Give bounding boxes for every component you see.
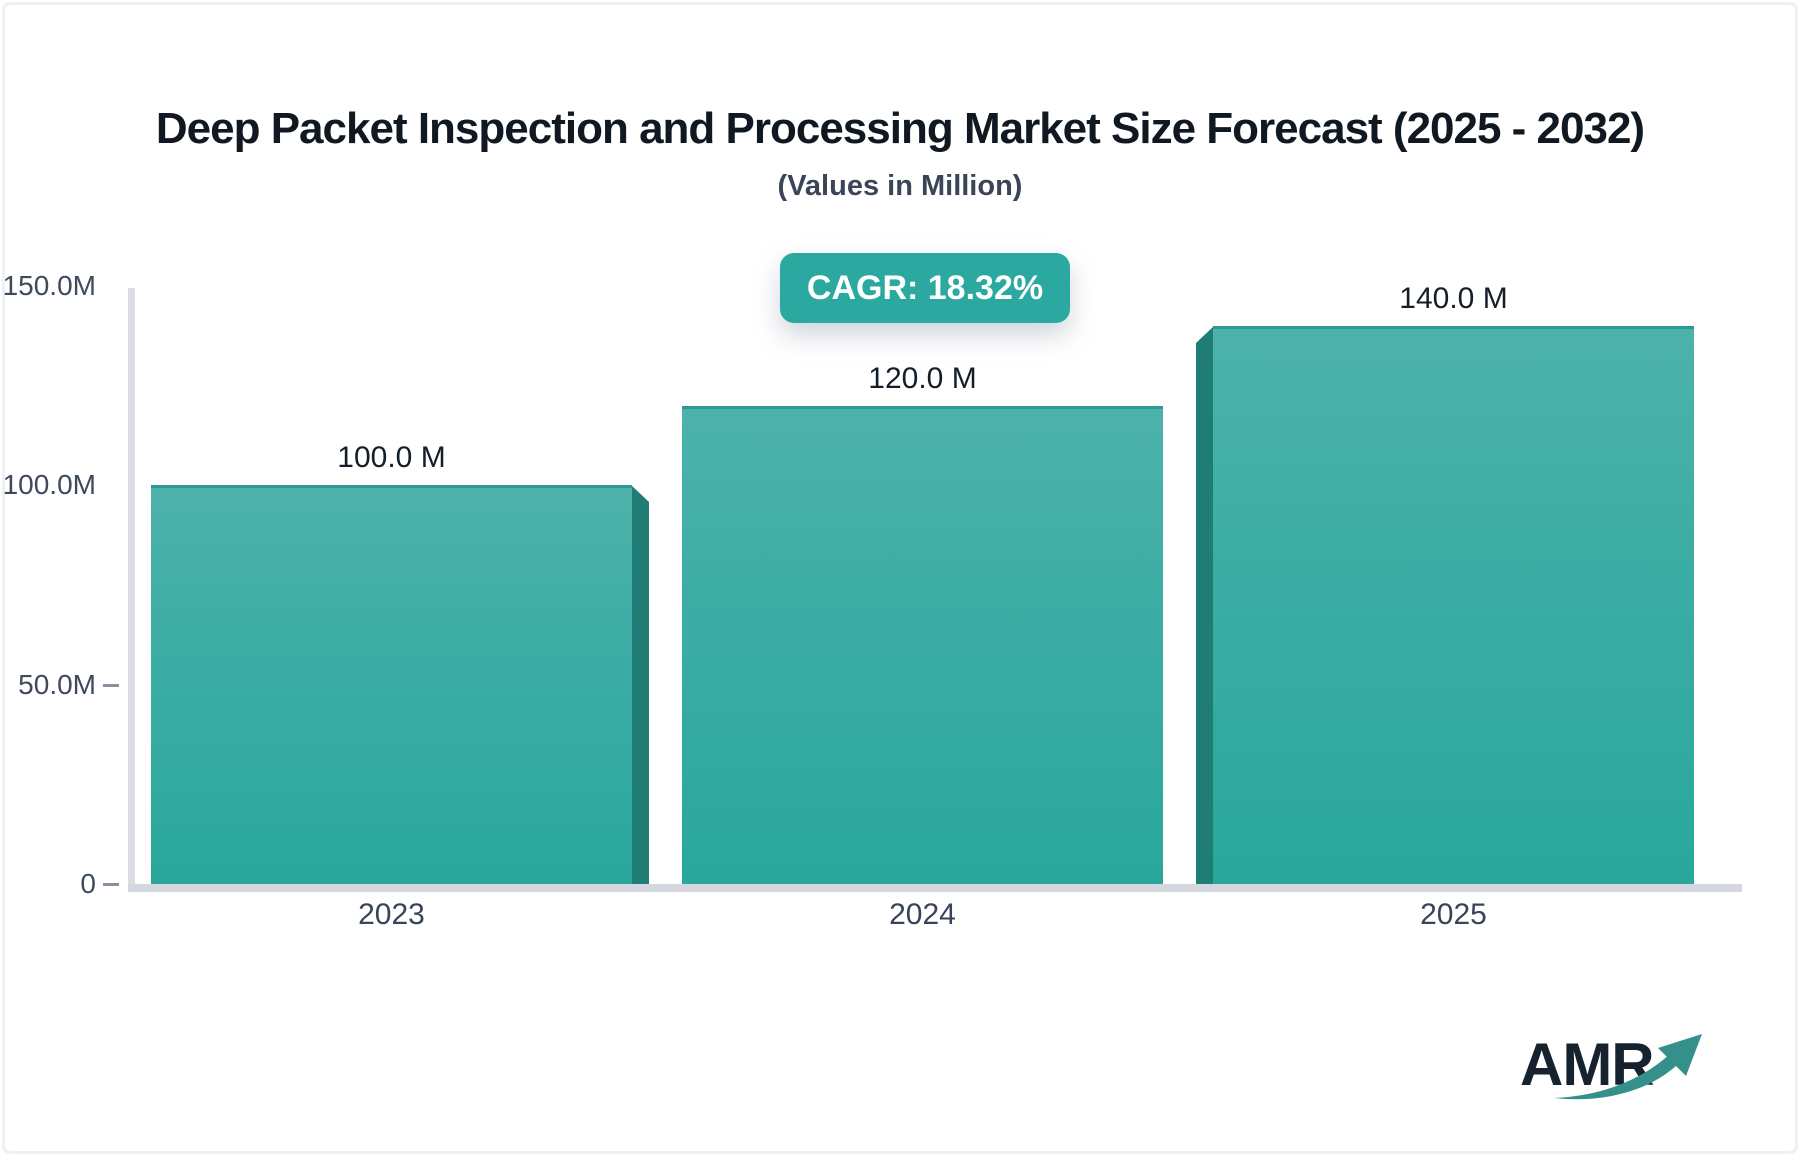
bar-2024 xyxy=(682,406,1163,884)
y-axis-tick-label: 100.0M xyxy=(2,469,96,500)
y-axis-tick-dash xyxy=(103,883,119,886)
bar-3d-side xyxy=(1196,326,1214,884)
x-axis-line xyxy=(128,884,1742,892)
cagr-badge: CAGR: 18.32% xyxy=(780,253,1070,323)
chart-title: Deep Packet Inspection and Processing Ma… xyxy=(155,104,1645,153)
x-axis-label-2024: 2024 xyxy=(889,898,956,931)
cagr-badge-label: CAGR: 18.32% xyxy=(806,268,1044,307)
chart-subtitle: (Values in Million) xyxy=(777,170,1023,202)
amr-logo: AMR xyxy=(1512,1024,1752,1124)
y-axis-line xyxy=(128,288,135,891)
y-axis-tick-label: 150.0M xyxy=(2,270,96,301)
bar-value-label: 120.0 M xyxy=(868,362,977,395)
bar-2025 xyxy=(1213,326,1694,884)
x-axis-label-2023: 2023 xyxy=(358,898,425,931)
bar-value-label: 140.0 M xyxy=(1399,282,1508,315)
growth-arrow-icon xyxy=(1554,1034,1702,1100)
bar-value-label: 100.0 M xyxy=(337,441,446,474)
y-axis-tick-dash xyxy=(103,684,119,687)
y-axis-tick-label: 0 xyxy=(80,868,96,899)
bar-2023 xyxy=(151,485,632,884)
bar-3d-side xyxy=(631,485,649,884)
x-axis-label-2025: 2025 xyxy=(1420,898,1487,931)
y-axis-tick-label: 50.0M xyxy=(18,669,96,700)
